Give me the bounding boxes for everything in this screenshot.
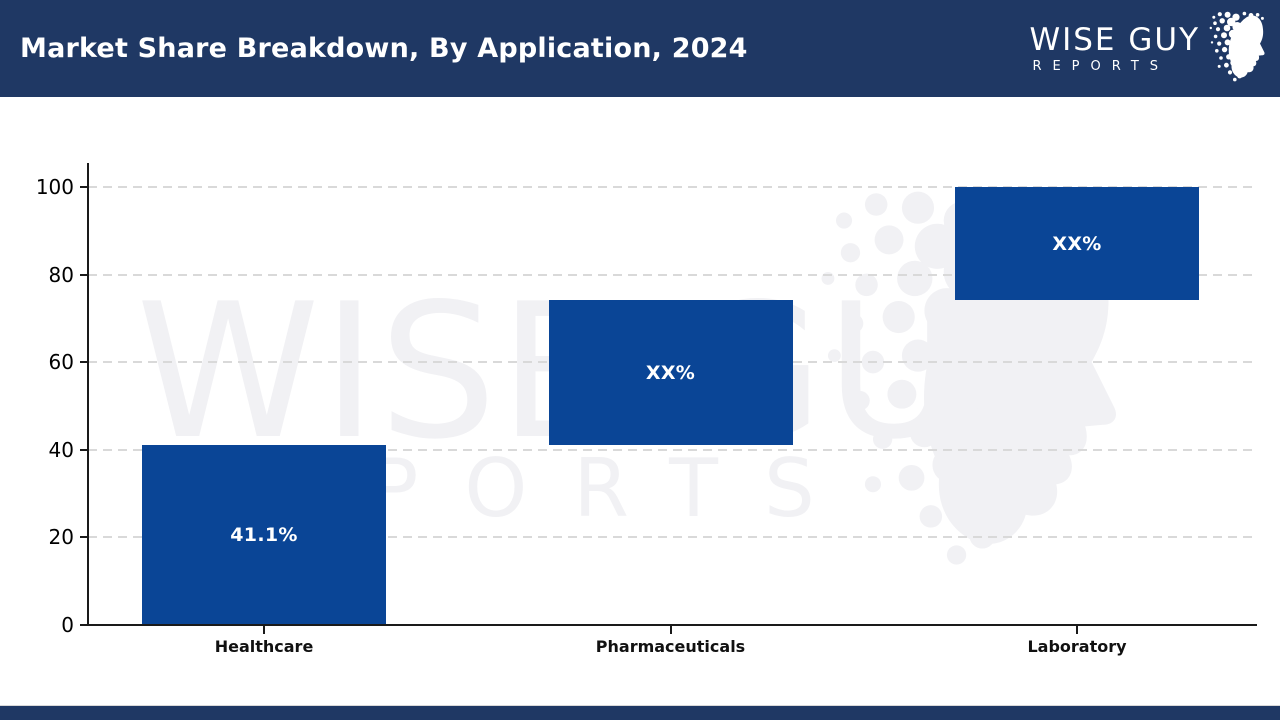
header-bar: Market Share Breakdown, By Application, …	[0, 0, 1280, 97]
y-tick-0	[80, 624, 88, 626]
y-tick-60	[80, 361, 88, 364]
x-tick-2	[1076, 626, 1078, 634]
x-category-label-0: Healthcare	[214, 637, 314, 656]
x-tick-0	[263, 626, 265, 634]
footer-bar	[0, 705, 1280, 720]
y-tick-80	[80, 273, 88, 276]
x-category-label-1: Pharmaceuticals	[595, 637, 746, 656]
y-tick-label-40: 40	[48, 437, 74, 462]
y-tick-40	[80, 448, 88, 451]
y-tick-label-80: 80	[48, 262, 74, 287]
gridline-40	[88, 448, 1257, 451]
wiseguy-face-logo-icon	[1209, 11, 1265, 81]
gridline-80	[88, 273, 1257, 276]
y-tick-label-0: 0	[61, 613, 74, 637]
gridline-20	[88, 536, 1257, 539]
y-tick-100	[80, 186, 88, 188]
logo-brand-text: WISE GUY	[1029, 21, 1200, 58]
x-tick-1	[669, 626, 672, 634]
bar-healthcare: 41.1%	[142, 444, 386, 625]
x-axis	[87, 624, 1257, 626]
y-tick-20	[80, 536, 88, 539]
chart-plot-area: WISE GUY REPORTS 0 20 40 60 80 100 41.1% Health…	[0, 97, 1280, 706]
logo-sub-text: REPORTS	[1032, 58, 1170, 74]
wiseguy-logo: WISE GUY REPORTS	[1029, 0, 1266, 97]
gridline-100	[88, 186, 1257, 188]
y-axis	[87, 163, 89, 625]
y-tick-label-20: 20	[48, 525, 74, 550]
y-tick-label-60: 60	[48, 350, 74, 375]
bar-value-label: XX%	[1052, 232, 1102, 255]
x-category-label-2: Laboratory	[1027, 637, 1127, 656]
page-title: Market Share Breakdown, By Application, …	[20, 33, 748, 64]
y-tick-label-100: 100	[35, 175, 74, 199]
bar-laboratory: XX%	[955, 187, 1199, 301]
bar-value-label: XX%	[645, 361, 696, 384]
bar-pharmaceuticals: XX%	[548, 300, 793, 445]
bar-value-label: 41.1%	[230, 523, 298, 546]
